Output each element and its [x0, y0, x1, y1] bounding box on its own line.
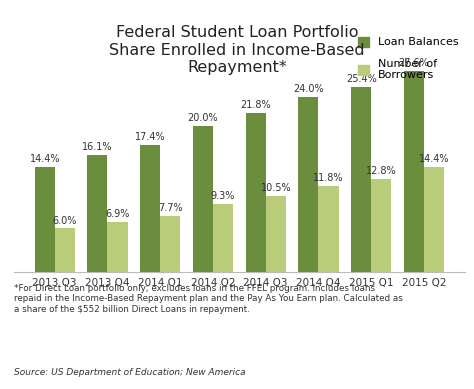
Bar: [424, 167, 444, 272]
Text: 24.0%: 24.0%: [293, 84, 324, 94]
Text: *For Direct Loan portfolio only; excludes loans in the FFEL program. Includes lo: *For Direct Loan portfolio only; exclude…: [14, 284, 403, 314]
Bar: [213, 204, 233, 272]
Text: 12.8%: 12.8%: [366, 166, 397, 176]
Bar: [35, 167, 55, 272]
Text: 16.1%: 16.1%: [82, 142, 113, 152]
Bar: [266, 196, 286, 272]
Text: 6.9%: 6.9%: [105, 209, 130, 219]
Bar: [87, 155, 108, 272]
Text: Source: US Department of Education; New America: Source: US Department of Education; New …: [14, 368, 246, 377]
Bar: [140, 145, 160, 272]
Text: 14.4%: 14.4%: [29, 154, 60, 164]
Legend: Loan Balances, Number of
Borrowers: Loan Balances, Number of Borrowers: [357, 37, 458, 80]
Text: 11.8%: 11.8%: [313, 173, 344, 183]
Text: 10.5%: 10.5%: [260, 183, 291, 193]
Text: 25.4%: 25.4%: [346, 74, 377, 84]
Bar: [371, 179, 392, 272]
Bar: [246, 113, 266, 272]
Bar: [404, 70, 424, 272]
Bar: [108, 222, 128, 272]
Text: 17.4%: 17.4%: [135, 132, 165, 142]
Bar: [319, 186, 338, 272]
Text: 6.0%: 6.0%: [53, 216, 77, 226]
Text: 20.0%: 20.0%: [188, 113, 219, 123]
Text: 27.6%: 27.6%: [399, 58, 429, 68]
Text: Federal Student Loan Portfolio
Share Enrolled in Income-Based
Repayment*: Federal Student Loan Portfolio Share Enr…: [109, 25, 365, 75]
Text: 14.4%: 14.4%: [419, 154, 449, 164]
Bar: [55, 228, 75, 272]
Bar: [160, 216, 180, 272]
Text: 9.3%: 9.3%: [211, 191, 235, 202]
Bar: [351, 87, 371, 272]
Text: 21.8%: 21.8%: [240, 100, 271, 110]
Bar: [193, 126, 213, 272]
Text: 7.7%: 7.7%: [158, 203, 182, 213]
Bar: [299, 97, 319, 272]
